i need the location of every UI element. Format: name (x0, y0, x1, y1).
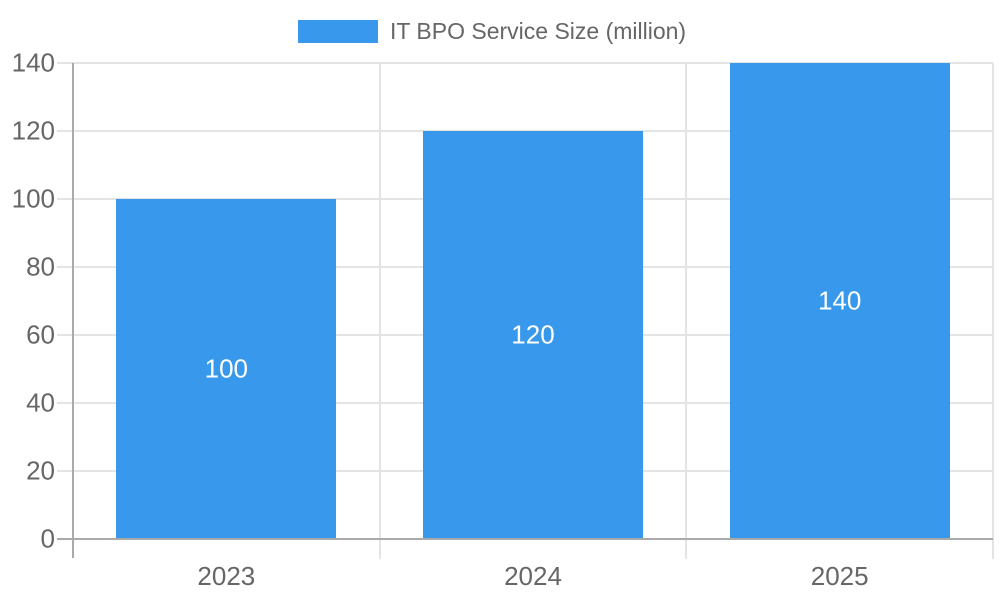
gridline-horizontal (57, 62, 993, 64)
y-axis-tick-label: 0 (40, 523, 55, 554)
bar-value-label: 140 (817, 285, 862, 316)
x-axis-tick-label: 2024 (504, 561, 562, 591)
y-axis-tick-label: 140 (11, 47, 55, 78)
y-axis-tick-label: 40 (26, 387, 55, 418)
y-axis-tick-label: 120 (11, 115, 55, 146)
y-axis-line (72, 63, 74, 558)
gridline-vertical (378, 63, 381, 559)
x-axis-tick-label: 2025 (810, 561, 869, 591)
bar[interactable] (423, 131, 643, 539)
bar[interactable] (729, 63, 950, 539)
y-axis-tick-label: 20 (26, 455, 55, 486)
bar-value-label: 100 (204, 353, 249, 384)
bar[interactable] (116, 199, 337, 539)
legend-swatch (298, 20, 378, 43)
y-axis-tick-label: 80 (26, 251, 55, 282)
gridline-vertical (685, 63, 688, 559)
y-axis-tick-label: 60 (26, 319, 55, 350)
gridline-vertical (992, 63, 994, 559)
x-axis-tick-label: 2023 (197, 561, 256, 591)
x-axis-line (57, 538, 993, 540)
bar-value-label: 120 (511, 319, 555, 350)
legend-item[interactable]: IT BPO Service Size (million) (298, 18, 686, 45)
y-axis-tick-label: 100 (11, 183, 55, 214)
legend-label: IT BPO Service Size (million) (390, 18, 687, 44)
